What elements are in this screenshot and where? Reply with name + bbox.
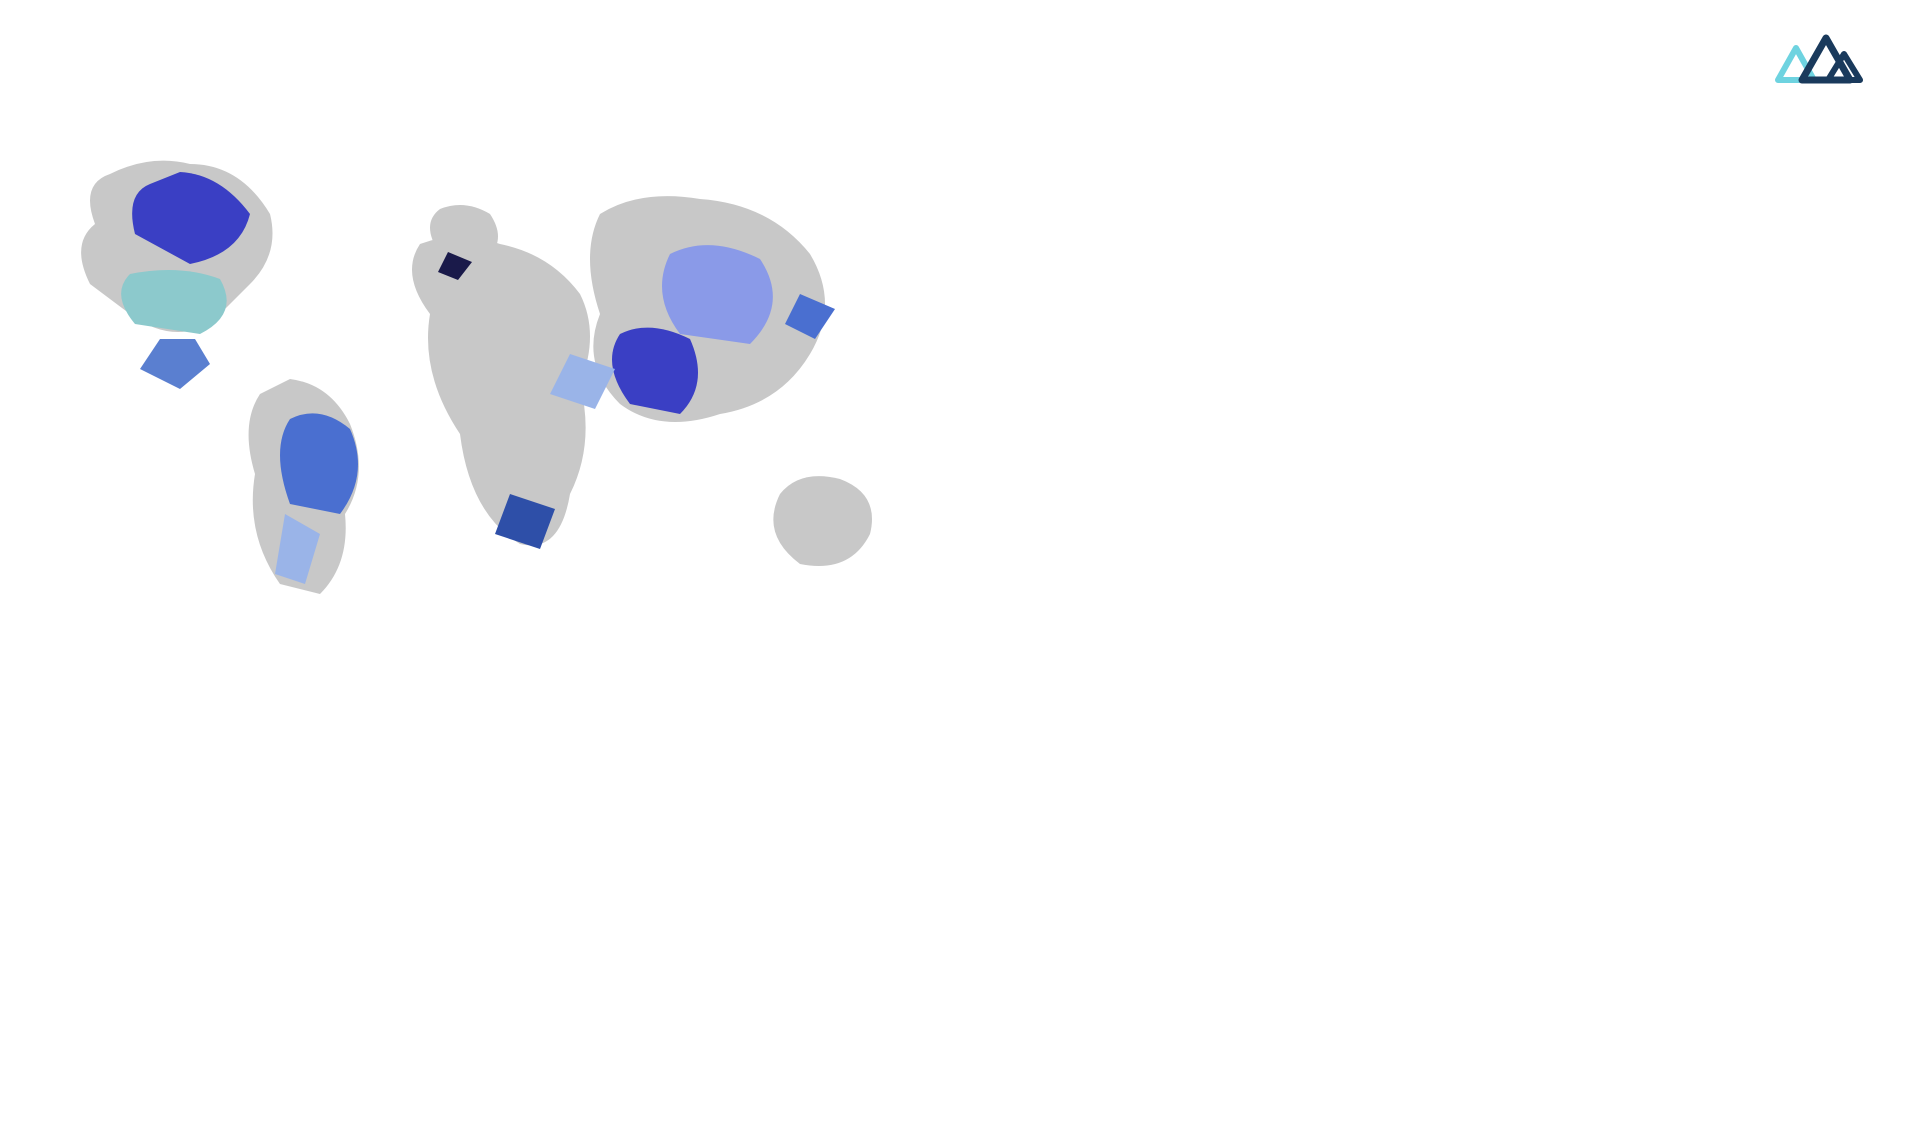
- players-svg: [690, 666, 1170, 1016]
- bigbar-svg: [950, 114, 1880, 634]
- seg-svg: [40, 666, 380, 1016]
- regional-body: [1330, 666, 1880, 1072]
- player-bars: [690, 666, 1290, 1072]
- header: [40, 24, 1880, 94]
- players-section: [670, 652, 1290, 1072]
- donut-chart: [1330, 699, 1670, 1039]
- segmentation-section: [40, 652, 630, 1072]
- logo-icon: [1774, 24, 1864, 94]
- bottom-row: [40, 652, 1880, 1072]
- segmentation-chart: [40, 666, 380, 1072]
- top-row: [40, 114, 1880, 634]
- market-size-chart: [950, 114, 1880, 634]
- page-root: [0, 0, 1920, 1146]
- regional-section: [1330, 652, 1880, 1072]
- segmentation-body: [40, 666, 630, 1072]
- donut-svg: [1330, 699, 1670, 1039]
- world-map: [40, 114, 910, 634]
- players-body: [670, 666, 1290, 1072]
- brand-logo: [1774, 24, 1880, 94]
- map-svg: [40, 114, 910, 634]
